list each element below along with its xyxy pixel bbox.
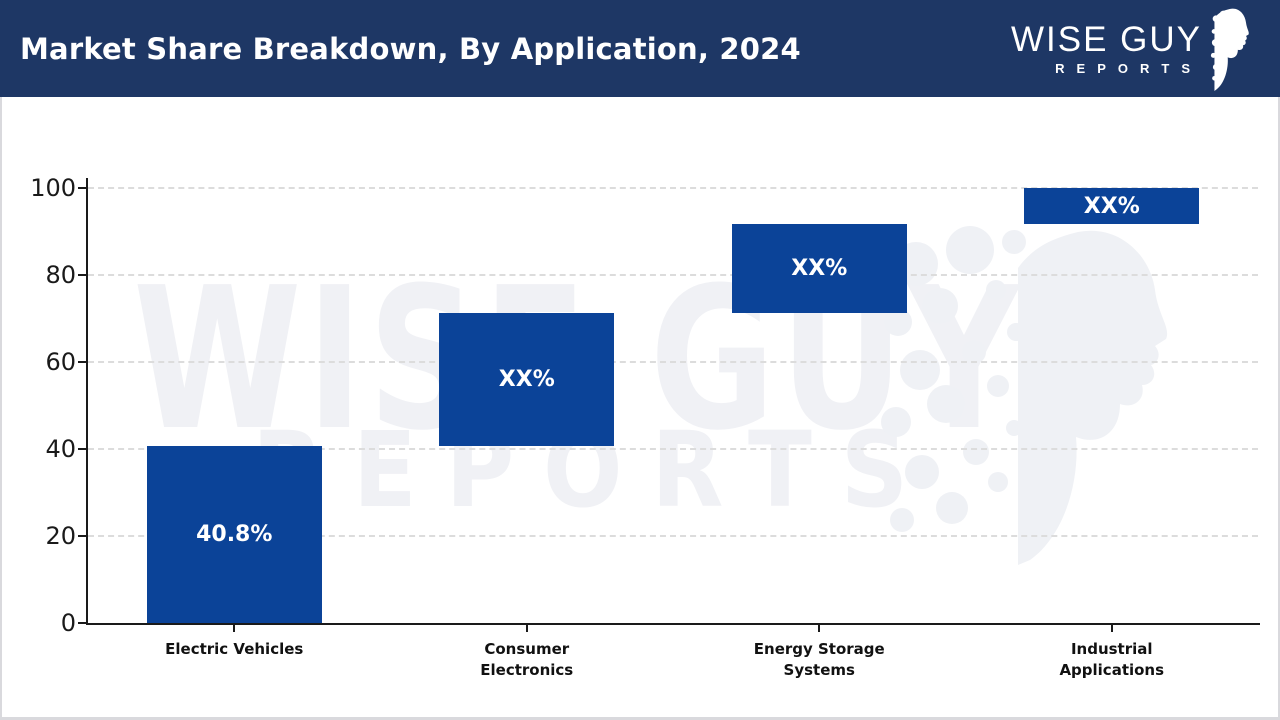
- y-tick-mark: [78, 448, 87, 450]
- y-tick-label: 100: [30, 174, 76, 202]
- x-category-label-line: Applications: [1059, 661, 1165, 679]
- bar-segment: XX%: [731, 224, 907, 313]
- y-axis-line: [86, 178, 88, 625]
- bar-segment: XX%: [439, 312, 615, 446]
- plot-area: 40.8% XX% XX% XX%: [88, 187, 1258, 623]
- logo-subtext: REPORTS: [1055, 61, 1202, 76]
- x-tick-mark: [525, 625, 528, 632]
- page-title: Market Share Breakdown, By Application, …: [20, 31, 801, 66]
- brand-logo-text: WISE GUY REPORTS: [1011, 22, 1202, 76]
- brand-logo: WISE GUY REPORTS: [1011, 6, 1270, 92]
- y-tick-mark: [78, 361, 87, 363]
- y-tick-mark: [78, 187, 87, 189]
- header: Market Share Breakdown, By Application, …: [0, 0, 1280, 97]
- bar-value-label: XX%: [791, 255, 848, 281]
- x-category-label-line: Electric Vehicles: [165, 640, 304, 658]
- y-tick-mark: [78, 535, 87, 537]
- bar-value-label: XX%: [498, 366, 555, 392]
- x-category-label: Energy Storage Systems: [699, 639, 939, 681]
- x-tick-mark: [233, 625, 236, 632]
- y-tick-label: 60: [45, 348, 76, 376]
- y-tick-mark: [78, 274, 87, 276]
- bar-segment: 40.8%: [146, 445, 322, 623]
- x-category-label-line: Energy Storage: [753, 640, 885, 658]
- y-tick-mark: [78, 622, 87, 624]
- logo-wordmark: WISE GUY: [1010, 20, 1202, 59]
- x-category-label-line: Industrial: [1070, 640, 1153, 658]
- x-category-label-line: Systems: [783, 661, 855, 679]
- gridline: [88, 187, 1258, 189]
- x-tick-mark: [1110, 625, 1113, 632]
- gridline: [88, 361, 1258, 363]
- x-category-label: Electric Vehicles: [114, 639, 354, 660]
- gridline: [88, 274, 1258, 276]
- y-tick-label: 0: [60, 609, 76, 637]
- x-axis-line: [86, 623, 1260, 625]
- bar-segment: XX%: [1024, 188, 1200, 225]
- x-tick-mark: [818, 625, 821, 632]
- y-tick-label: 80: [45, 261, 76, 289]
- logo-head-icon: [1210, 8, 1249, 91]
- y-tick-label: 20: [45, 522, 76, 550]
- gridline: [88, 448, 1258, 450]
- x-category-label-line: Electronics: [480, 661, 574, 679]
- bar-value-label: 40.8%: [196, 521, 273, 547]
- bar-value-label: XX%: [1083, 193, 1140, 219]
- x-category-label: Consumer Electronics: [407, 639, 647, 681]
- x-category-label: Industrial Applications: [992, 639, 1232, 681]
- x-category-label-line: Consumer: [484, 640, 570, 658]
- gridline: [88, 535, 1258, 537]
- y-tick-label: 40: [45, 435, 76, 463]
